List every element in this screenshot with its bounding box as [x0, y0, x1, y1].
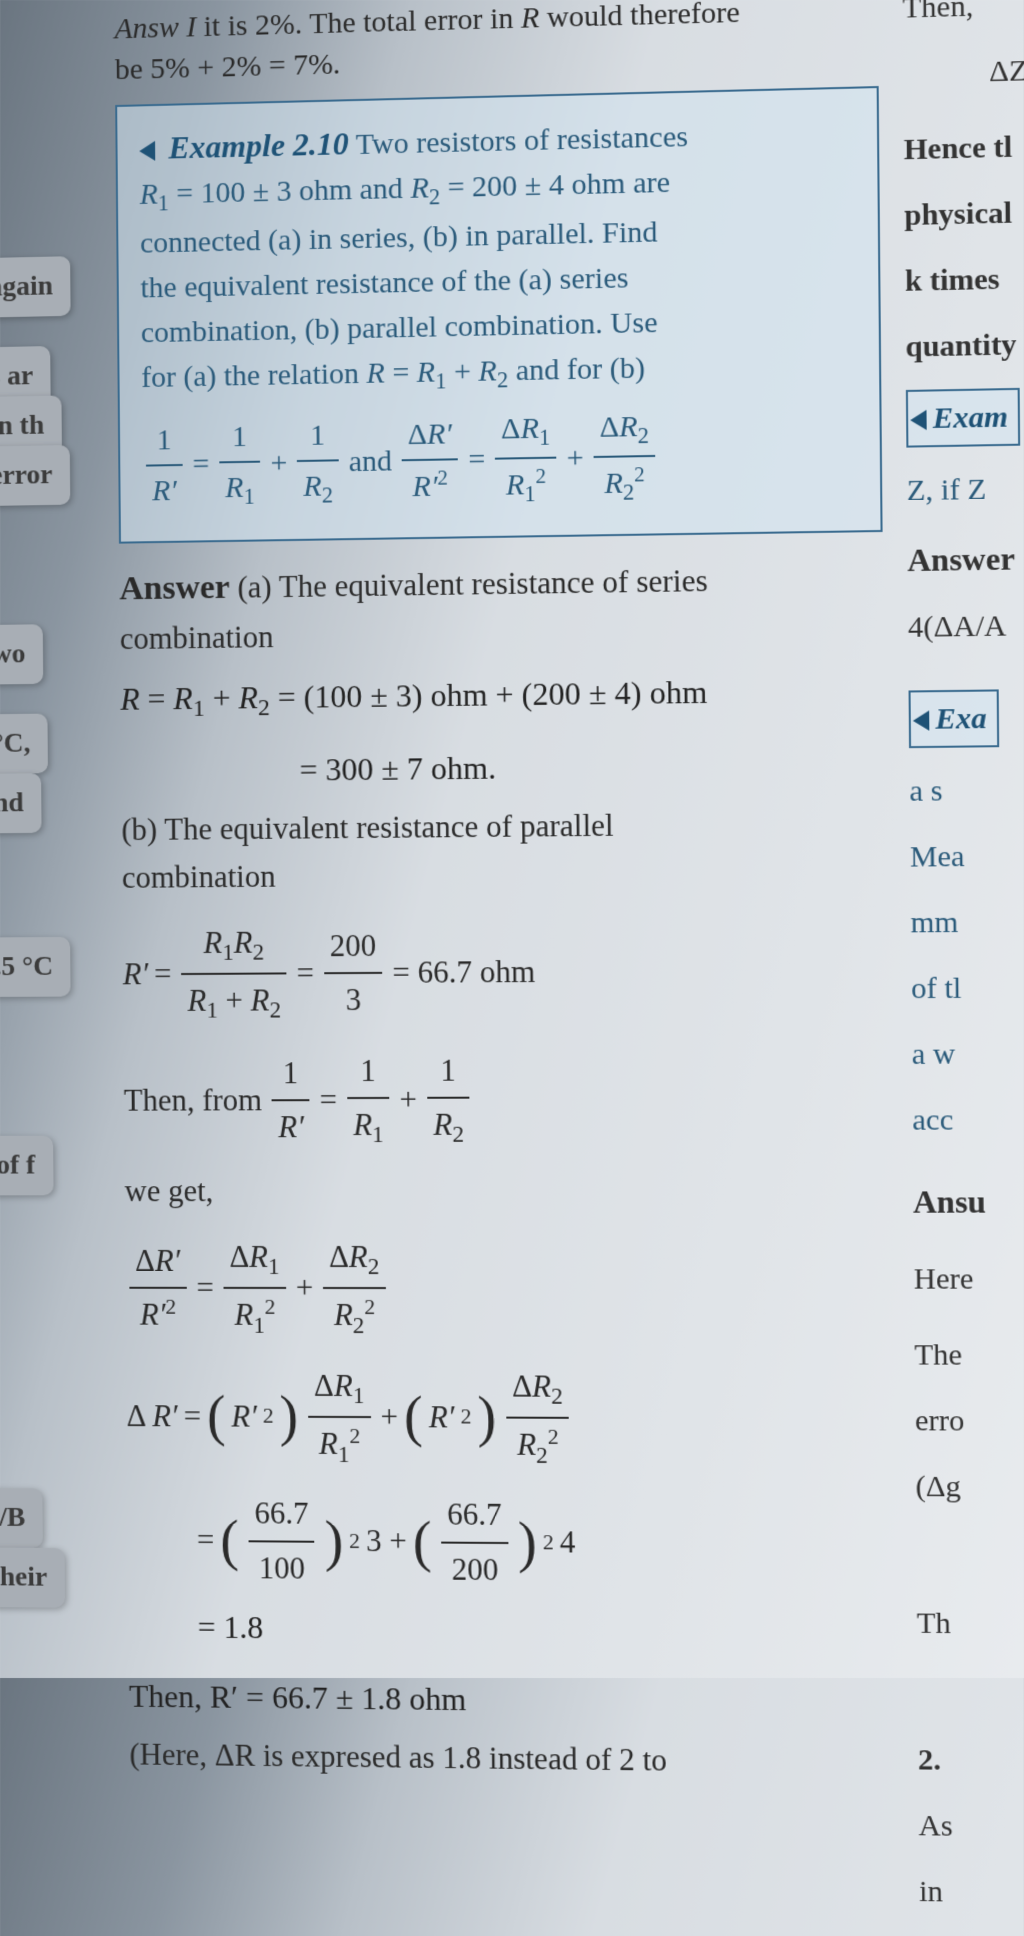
- edge-tab: /B: [0, 1488, 43, 1548]
- edge-tab: nd: [0, 773, 42, 833]
- text: Ansu: [913, 1177, 1024, 1226]
- text: Mea: [910, 833, 1024, 880]
- text: As: [918, 1803, 1024, 1850]
- text: physical: [904, 190, 1024, 239]
- edge-tab: of f: [0, 1136, 53, 1196]
- equation: R = R1 + R2 = (100 ± 3) ohm + (200 ± 4) …: [120, 654, 905, 737]
- text: ΔZ/: [903, 48, 1024, 97]
- text: 4: [560, 1519, 576, 1567]
- text: The: [914, 1332, 1024, 1378]
- example-formula: 1R′ = 1R1 + 1R2 and ΔR′R′2 = ΔR1R12 + ΔR…: [142, 400, 858, 517]
- text: is 2%. The total error in: [220, 2, 521, 43]
- answer-block: Answer (a) The equivalent resistance of …: [119, 552, 914, 1788]
- text: (b) The equivalent resistance of paralle…: [121, 799, 906, 854]
- caret-icon: [913, 710, 930, 730]
- text: Hence tl: [904, 124, 1024, 173]
- text: connected (a) in series, (b) in parallel…: [140, 215, 658, 259]
- text: Answer: [907, 534, 1024, 585]
- text: combination: [122, 848, 907, 902]
- side-example: Exam: [906, 388, 1024, 448]
- equation: R′ = R1R2R1 + R2 = 2003 = 66.7 ohm: [122, 914, 907, 1029]
- text: of tl: [911, 965, 1024, 1011]
- text: erro: [915, 1398, 1024, 1444]
- text: Two resistors of resistances: [356, 120, 689, 161]
- num: 100: [249, 1542, 315, 1592]
- equation: = 1.8: [128, 1591, 913, 1668]
- text: acc: [912, 1097, 1024, 1143]
- equation: Then, R′ = 66.7 ± 1.8 ohm: [129, 1661, 914, 1740]
- edge-tab: error: [0, 445, 70, 506]
- text: 4(ΔA/A: [908, 603, 1024, 650]
- equation: Then, from 1R′ = 1R1 + 1R2: [123, 1044, 908, 1153]
- num: 66.7: [441, 1491, 508, 1544]
- edge-tab: heir: [0, 1548, 65, 1608]
- text: and: [348, 438, 392, 484]
- text: we get,: [124, 1166, 909, 1215]
- page-edge-tabs: again s ar in th error wo °C, nd .5 °C o…: [0, 7, 109, 1676]
- text: = 200 ± 4 ohm are: [440, 166, 670, 204]
- text: for (a) the relation: [141, 356, 366, 393]
- text: Answ: [114, 11, 179, 46]
- example-title: Example 2.10: [168, 125, 349, 165]
- text: mm: [910, 899, 1024, 946]
- text: and for (b): [515, 351, 645, 387]
- text: = 100 ± 3 ohm and: [169, 172, 411, 210]
- caret-icon: [139, 141, 155, 161]
- text: = (100 ± 3) ohm + (200 ± 4) ohm: [270, 673, 708, 714]
- equation: = 300 ± 7 ohm.: [121, 728, 906, 807]
- text: (Δg: [915, 1464, 1024, 1510]
- num: 200: [441, 1543, 508, 1594]
- side-example: Exa: [909, 689, 1024, 748]
- text: a w: [912, 1031, 1024, 1077]
- text: Th: [917, 1600, 1024, 1647]
- text: Then, from: [124, 1076, 263, 1124]
- text: k times: [905, 256, 1024, 304]
- answer-label: Answer: [119, 569, 230, 607]
- page: again s ar in th error wo °C, nd .5 °C o…: [0, 0, 1024, 1685]
- equation: = ( 66.7100 )2 3 + ( 66.7200 )2 4: [127, 1489, 912, 1597]
- text: the equivalent resistance of the (a) ser…: [140, 261, 628, 304]
- edge-tab: again: [0, 256, 71, 317]
- right-column: Then, ΔZ/ Hence tl physical k times quan…: [902, 0, 1024, 1936]
- text: 2.: [918, 1737, 1024, 1784]
- edge-tab: .5 °C: [0, 937, 71, 997]
- text: in: [919, 1869, 1024, 1917]
- text: (a) The equivalent resistance of series: [237, 563, 708, 605]
- text: combination, (b) parallel combination. U…: [141, 305, 658, 348]
- text: combination: [120, 620, 274, 657]
- caret-icon: [910, 410, 927, 431]
- example-box: Example 2.10 Two resistors of resistance…: [115, 86, 882, 544]
- text: would therefore: [539, 0, 740, 34]
- text: 3 +: [366, 1518, 407, 1566]
- text: Exa: [935, 702, 987, 736]
- text: Here: [914, 1256, 1024, 1302]
- edge-tab: °C,: [0, 714, 48, 774]
- text: Then,: [902, 0, 1024, 31]
- intro-text: Answ I it is 2%. The total error in R wo…: [114, 0, 1005, 91]
- text: Exam: [933, 400, 1009, 435]
- text: a s: [909, 767, 1024, 814]
- text: (Here, ΔR is expresed as 1.8 instead of …: [129, 1731, 914, 1788]
- equation: ΔR′ = (R′2) ΔR1R12 + (R′2) ΔR2R22: [126, 1361, 911, 1475]
- edge-tab: wo: [0, 624, 43, 684]
- text: quantity: [905, 322, 1024, 370]
- text: Z, if Z: [907, 466, 1024, 514]
- num: 66.7: [248, 1490, 314, 1542]
- text: = 66.7 ohm: [392, 948, 535, 997]
- equation: ΔR′R′2 = ΔR1R12 + ΔR2R22: [125, 1233, 910, 1345]
